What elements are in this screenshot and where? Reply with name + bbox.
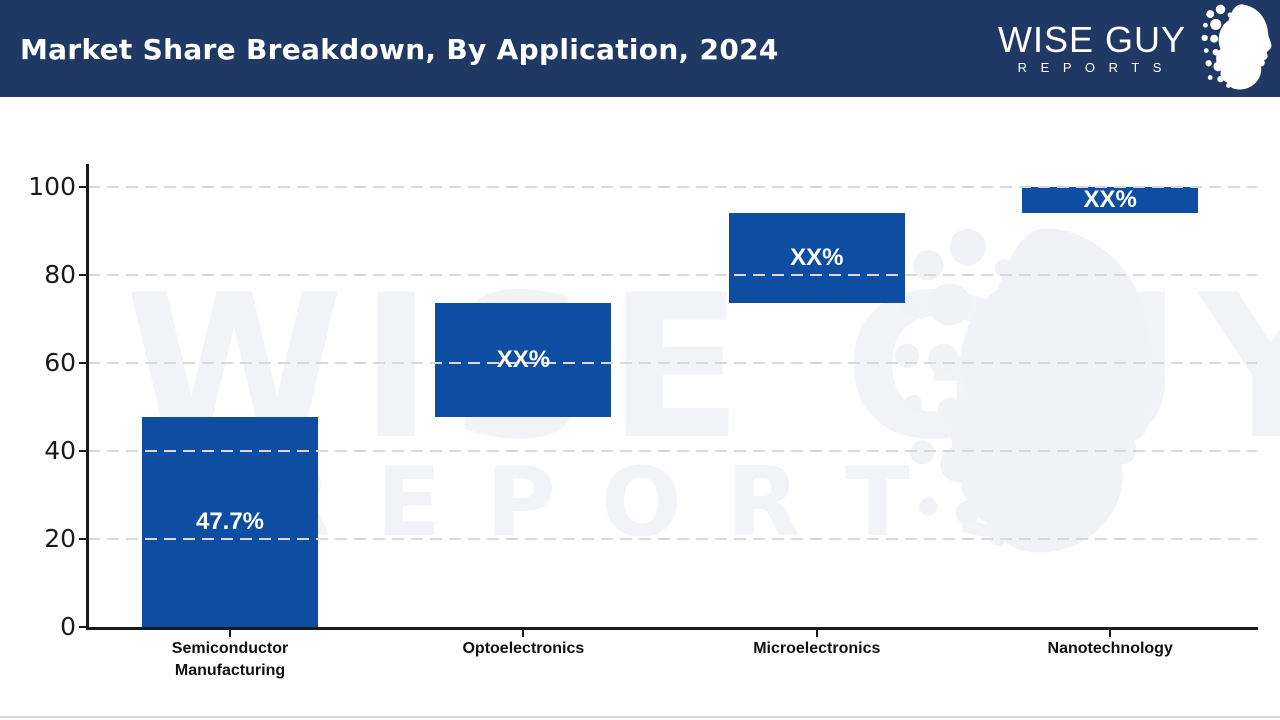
y-tick-mark: [79, 273, 88, 276]
bottom-divider: [0, 716, 1280, 718]
x-tick-mark: [229, 629, 231, 637]
y-tick-mark: [79, 361, 88, 364]
y-tick-label: 40: [44, 435, 76, 465]
x-category-label: Optoelectronics: [462, 640, 585, 657]
brand-subtitle: R E P O R T S: [1017, 60, 1167, 75]
page-title: Market Share Breakdown, By Application, …: [20, 33, 779, 66]
watermark-face-icon: [895, 228, 1162, 553]
brand-face-icon: [1201, 4, 1272, 90]
bar-value-label: XX%: [496, 346, 551, 374]
header: Market Share Breakdown, By Application, …: [0, 0, 1280, 97]
x-tick-mark: [1109, 629, 1112, 637]
gridline: [88, 537, 1257, 540]
bar-2: [435, 303, 612, 417]
y-tick-label: 80: [44, 259, 76, 289]
bar-3: [728, 213, 905, 304]
gridline: [88, 361, 1257, 364]
y-tick-mark: [79, 449, 88, 452]
y-tick-label: 100: [28, 171, 76, 201]
y-tick-mark: [79, 537, 88, 540]
bar-value-label: XX%: [1083, 185, 1137, 213]
x-tick-mark: [815, 629, 818, 637]
y-tick-mark: [79, 185, 88, 188]
y-tick-label: 60: [44, 347, 76, 377]
gridline: [88, 449, 1257, 452]
bar-value-label: XX%: [790, 244, 844, 272]
bar-1: [142, 416, 318, 627]
y-tick-label: 0: [60, 612, 76, 641]
bar-value-label: 47.7%: [195, 507, 265, 535]
brand-name: WISE GUY: [997, 19, 1186, 60]
x-category-label: Microelectronics: [753, 640, 881, 657]
x-category-label: Nanotechnology: [1047, 640, 1173, 657]
brand-logo: WISE GUY R E P O R T S: [998, 0, 1278, 97]
bar-4: [1022, 186, 1199, 214]
x-category-label: Semiconductor Manufacturing: [171, 640, 289, 679]
y-tick-mark: [79, 626, 88, 628]
x-tick-mark: [522, 629, 525, 637]
x-axis-line: [86, 627, 1258, 630]
brand-logo-text: WISE GUY R E P O R T S: [997, 19, 1186, 76]
gridline: [88, 185, 1257, 188]
y-tick-label: 20: [44, 523, 76, 553]
y-axis-line: [86, 164, 89, 630]
gridline: [88, 273, 1257, 276]
